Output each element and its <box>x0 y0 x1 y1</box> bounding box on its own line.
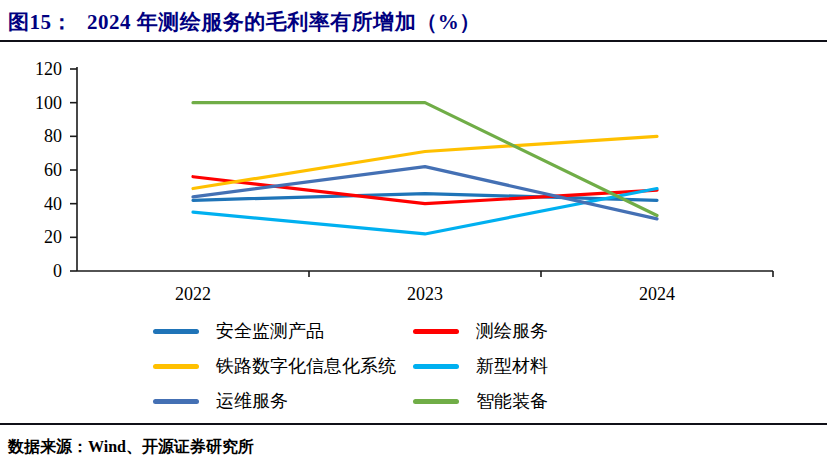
x-tick-label: 2024 <box>639 284 675 304</box>
x-tick-label: 2022 <box>175 284 211 304</box>
legend-item-0: 安全监测产品 <box>153 320 413 342</box>
legend-label: 测绘服务 <box>476 319 548 343</box>
legend-item-2: 铁路数字化信息化系统 <box>153 355 413 377</box>
legend-label: 安全监测产品 <box>216 319 324 343</box>
y-tick-label: 100 <box>35 93 62 113</box>
legend-label: 铁路数字化信息化系统 <box>216 354 396 378</box>
chart-legend: 安全监测产品 测绘服务铁路数字化信息化系统 新型材料运维服务 智能装备 <box>153 320 713 412</box>
line-chart: 0 20 40 60 80 100 120 2022 2023 2024 <box>0 46 827 308</box>
figure-title: 图15： 2024 年测绘服务的毛利率有所增加（%） <box>8 8 481 36</box>
legend-label: 智能装备 <box>476 389 548 413</box>
legend-swatch-icon <box>153 329 199 334</box>
legend-swatch-icon <box>413 364 459 369</box>
legend-item-1: 测绘服务 <box>413 320 713 342</box>
legend-label: 运维服务 <box>216 389 288 413</box>
legend-swatch-icon <box>153 399 199 404</box>
y-tick-label: 120 <box>35 59 62 79</box>
report-figure: 图15： 2024 年测绘服务的毛利率有所增加（%） 0 20 40 60 80 100 12… <box>0 0 827 469</box>
legend-swatch-icon <box>153 364 199 369</box>
source-divider <box>0 423 827 425</box>
y-tick-label: 80 <box>44 126 62 146</box>
legend-swatch-icon <box>413 329 459 334</box>
legend-item-5: 智能装备 <box>413 390 713 412</box>
y-tick-label: 40 <box>44 194 62 214</box>
title-divider <box>0 40 827 42</box>
legend-item-3: 新型材料 <box>413 355 713 377</box>
legend-swatch-icon <box>413 399 459 404</box>
y-tick-label: 60 <box>44 160 62 180</box>
data-source: 数据来源：Wind、开源证券研究所 <box>8 437 254 458</box>
figure-title-text: 2024 年测绘服务的毛利率有所增加（%） <box>87 10 481 34</box>
figure-label: 图15： <box>8 10 73 34</box>
legend-item-4: 运维服务 <box>153 390 413 412</box>
x-tick-label: 2023 <box>407 284 443 304</box>
y-tick-label: 20 <box>44 227 62 247</box>
legend-label: 新型材料 <box>476 354 548 378</box>
y-tick-label: 0 <box>53 261 62 281</box>
